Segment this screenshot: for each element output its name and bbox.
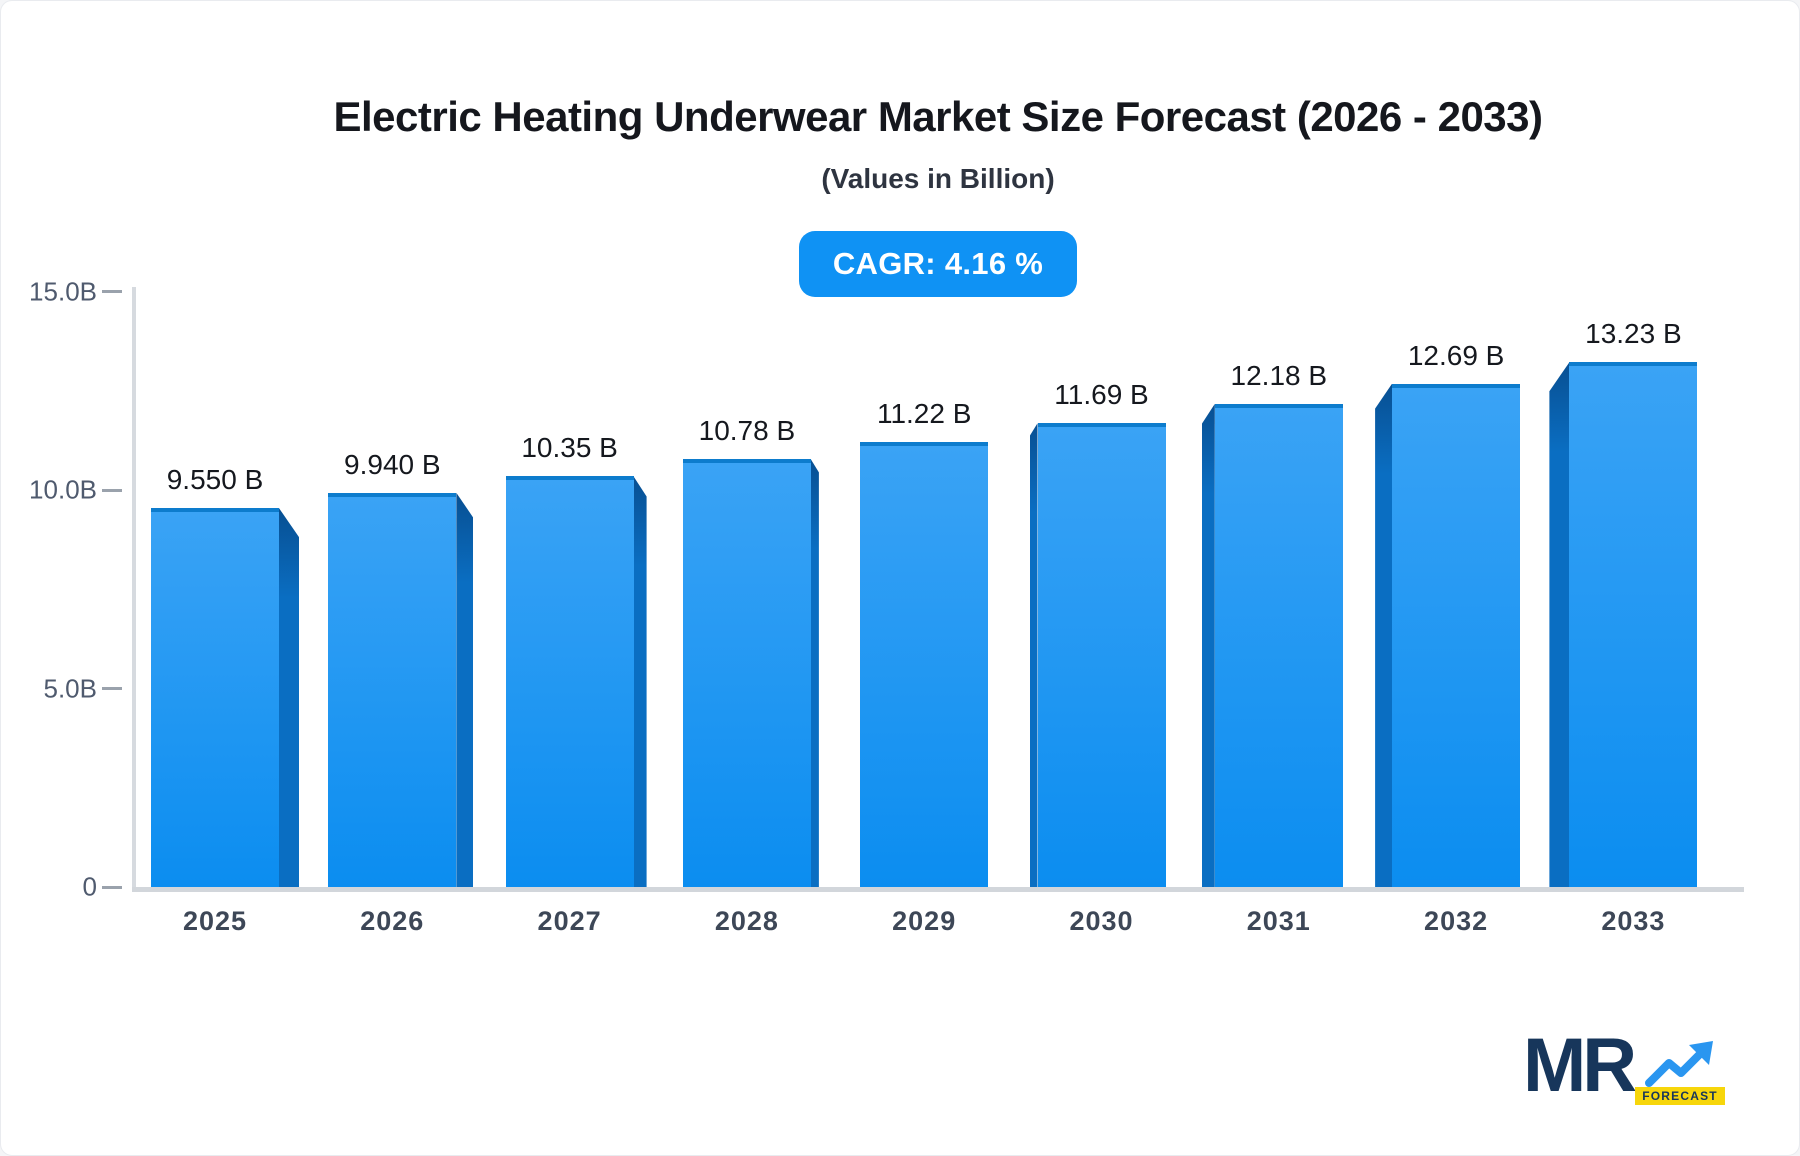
bar-2031 bbox=[1214, 403, 1343, 887]
y-axis-tick-label: 0 bbox=[82, 871, 97, 902]
x-axis-label: 2031 bbox=[1246, 906, 1311, 936]
y-axis-tick bbox=[102, 290, 122, 294]
bar-3d-side bbox=[810, 459, 819, 887]
bar-value-label: 9.550 B bbox=[166, 464, 264, 496]
bar-2028 bbox=[682, 459, 811, 887]
x-axis-label: 2030 bbox=[1069, 906, 1134, 936]
x-axis-label: 2033 bbox=[1601, 906, 1666, 936]
bar-value-label: 12.18 B bbox=[1230, 359, 1328, 391]
bar-3d-side bbox=[279, 508, 299, 887]
bar-3d-side bbox=[1201, 403, 1215, 887]
logo-mr-text: MR bbox=[1523, 1023, 1637, 1108]
x-axis-label: 2025 bbox=[182, 906, 248, 936]
bar-value-label: 9.940 B bbox=[344, 448, 441, 480]
y-axis-line bbox=[132, 287, 136, 891]
bar-2026 bbox=[328, 492, 457, 887]
cagr-badge: CAGR: 4.16 % bbox=[798, 231, 1078, 297]
chart-subtitle: (Values in Billion) bbox=[821, 163, 1055, 194]
brand-logo: MR FORECAST bbox=[1523, 1023, 1725, 1108]
bar-3d-side bbox=[1029, 423, 1038, 887]
y-axis-tick-label: 15.0B bbox=[29, 276, 97, 307]
bar-3d-side bbox=[456, 492, 474, 887]
bar-3d-side bbox=[1549, 362, 1570, 887]
bar-value-label: 11.22 B bbox=[876, 397, 972, 429]
bar-2025 bbox=[151, 508, 279, 887]
bar-value-label: 11.69 B bbox=[1054, 379, 1149, 411]
bar-3d-side bbox=[633, 476, 647, 887]
x-axis-baseline bbox=[132, 887, 1744, 892]
y-axis-tick-label: 5.0B bbox=[43, 673, 98, 704]
y-axis-tick bbox=[102, 885, 122, 889]
trend-up-arrow-icon bbox=[1645, 1041, 1713, 1087]
bar-2027 bbox=[505, 476, 634, 887]
bar-value-label: 12.69 B bbox=[1407, 339, 1505, 371]
logo-forecast-text: FORECAST bbox=[1635, 1087, 1725, 1105]
x-axis-label: 2029 bbox=[892, 906, 957, 936]
bar-3d-side bbox=[1375, 383, 1393, 887]
x-axis-label: 2026 bbox=[360, 906, 425, 936]
y-axis-tick bbox=[102, 488, 122, 492]
chart-title: Electric Heating Underwear Market Size F… bbox=[333, 93, 1543, 140]
x-axis-label: 2027 bbox=[537, 906, 602, 936]
bar-2033 bbox=[1569, 362, 1698, 887]
bar-value-label: 10.78 B bbox=[698, 415, 796, 447]
bar-value-label: 10.35 B bbox=[521, 432, 618, 464]
y-axis-tick-label: 10.0B bbox=[29, 474, 97, 505]
x-axis-label: 2028 bbox=[714, 906, 779, 936]
y-axis-tick bbox=[102, 687, 122, 691]
bar-2029 bbox=[860, 441, 989, 887]
bar-2032 bbox=[1392, 383, 1521, 887]
chart-header: Electric Heating Underwear Market Size F… bbox=[132, 93, 1744, 297]
bar-2030 bbox=[1037, 423, 1166, 887]
bar-value-label: 13.23 B bbox=[1585, 318, 1682, 350]
x-axis-label: 2032 bbox=[1424, 906, 1489, 936]
